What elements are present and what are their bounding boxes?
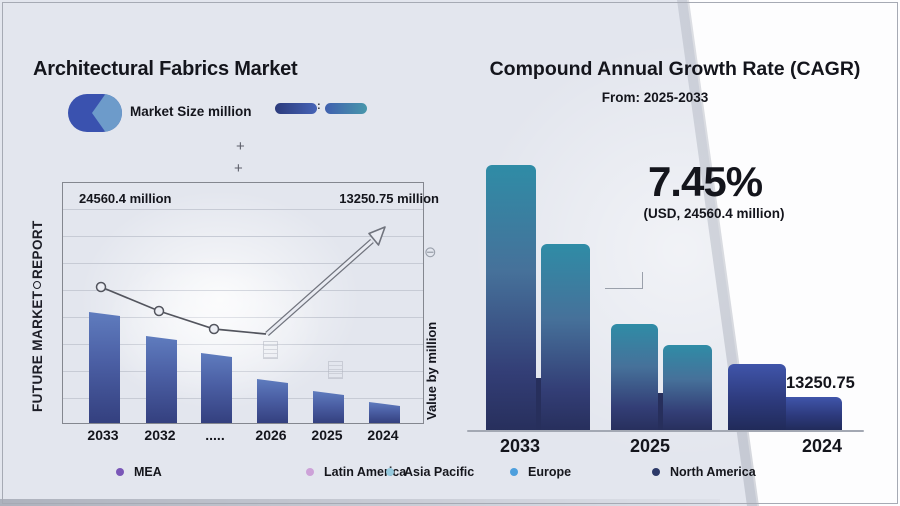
chart-value-2033: 24560.4 million — [79, 191, 172, 206]
bar-bridge — [658, 393, 663, 431]
category-label: 2025 — [311, 427, 343, 443]
bar-2033 — [89, 312, 120, 423]
category-label: 2026 — [255, 427, 287, 443]
pill-teal-icon — [325, 103, 367, 114]
category-label: 2024 — [367, 427, 399, 443]
registered-mark-icon — [33, 280, 42, 289]
legend-label: North America — [670, 464, 756, 479]
pill-blue-icon — [275, 103, 317, 114]
legend-dot-icon — [510, 467, 518, 476]
page-title: Architectural Fabrics Market — [33, 58, 298, 80]
cagr-bar-value-label: 13250.75 — [786, 374, 855, 392]
legend-item-north-america: North America — [652, 464, 756, 479]
watermark-text-end: REPORT — [30, 219, 45, 279]
plus-icon: + — [236, 138, 245, 155]
market-size-legend-icon — [68, 94, 122, 132]
category-label: 2033 — [499, 436, 541, 456]
bar-series — [63, 183, 423, 423]
cagr-subtitle: From: 2025-2033 — [601, 90, 709, 105]
category-label: 2032 — [144, 427, 176, 443]
watermark-text-start: FUTURE MARKET — [30, 290, 45, 412]
cagr-bar-2025 — [611, 324, 658, 431]
corner-bracket-decoration — [605, 272, 643, 289]
category-label: 2024 — [801, 436, 843, 456]
pill-colon: : — [317, 100, 321, 112]
bottom-shade-strip — [0, 499, 720, 506]
bar-2026 — [257, 379, 288, 423]
trend-line-and-growth-arrow-icon — [95, 226, 386, 337]
legend-label: Europe — [528, 464, 572, 479]
cagr-axis-line — [467, 430, 864, 432]
cagr-value: 7.45% — [647, 158, 763, 205]
market-size-chart: 24560.4 million 13250.75 million — [62, 182, 439, 424]
market-size-label: Market Size million — [130, 104, 252, 119]
legend-item-latin-america: Latin America — [306, 464, 406, 479]
legend-dot-icon — [116, 467, 124, 476]
legend-label: Asia Pacific — [404, 464, 475, 479]
cagr-title: Compound Annual Growth Rate (CAGR) — [489, 58, 861, 80]
circle-minus-icon: ⊖ — [424, 244, 437, 261]
bar-2024 — [369, 402, 400, 423]
bar-..... — [201, 353, 232, 423]
category-label: ..... — [205, 427, 225, 443]
cagr-bar-2033 — [486, 165, 536, 431]
cagr-bar-2024 — [786, 397, 842, 431]
cagr-bar-2033 — [541, 244, 590, 431]
chart-value-2024: 13250.75 million — [339, 191, 439, 206]
legend-dot-icon — [652, 467, 660, 476]
faint-document-icon — [328, 361, 343, 379]
left-chart-category-axis: 2033 2032..... 2026 2025 2024 — [62, 427, 422, 447]
legend-label: MEA — [134, 464, 162, 479]
legend-item-europe: Europe — [510, 464, 571, 479]
plus-icon: + — [234, 160, 243, 177]
bar-2032 — [146, 336, 177, 423]
bar-bridge — [536, 378, 541, 431]
category-label: 2033 — [87, 427, 119, 443]
legend-dot-icon — [306, 467, 314, 476]
legend-label: Latin America — [324, 464, 407, 479]
cagr-detail: (USD, 24560.4 million) — [643, 206, 785, 221]
faint-document-icon — [263, 341, 278, 359]
bar-2025 — [313, 391, 344, 423]
cagr-bar-2025 — [663, 345, 712, 431]
watermark-vertical: FUTURE MARKET REPORT — [30, 212, 45, 412]
category-label: 2025 — [629, 436, 671, 456]
legend-item-mea: MEA — [116, 464, 162, 479]
cagr-category-axis: 2033 2025 2024 — [0, 436, 900, 460]
value-axis-label: Value by million — [424, 321, 439, 420]
cagr-bar-2024 — [728, 364, 786, 431]
legend-item-asia-pacific: Asia Pacific — [386, 464, 474, 479]
legend-dot-icon — [386, 467, 394, 476]
